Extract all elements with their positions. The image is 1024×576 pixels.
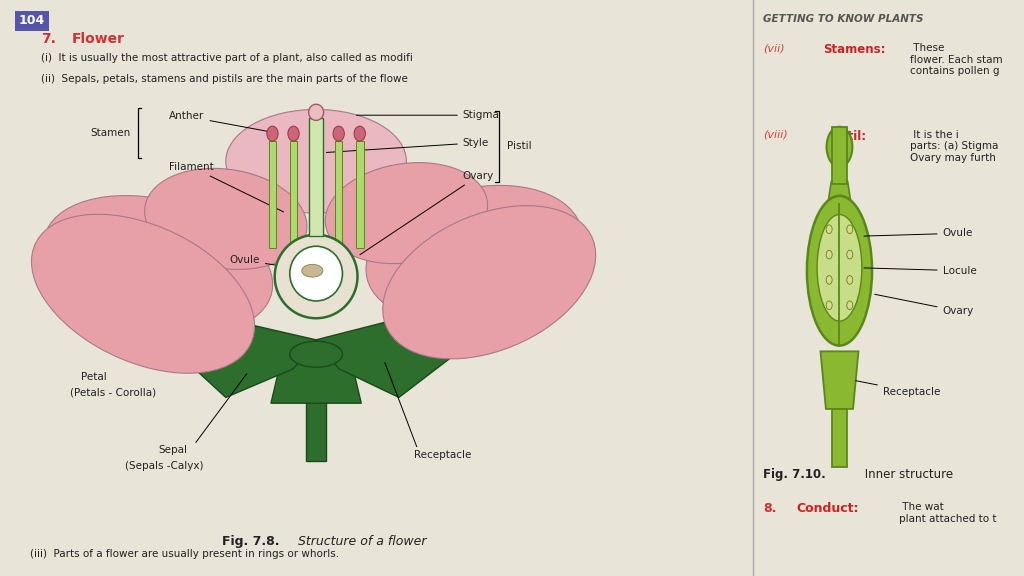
Text: (Sepals -Calyx): (Sepals -Calyx) <box>125 461 204 471</box>
Text: Ovary: Ovary <box>359 170 495 255</box>
Text: Locule: Locule <box>864 266 976 276</box>
Polygon shape <box>309 118 323 236</box>
Ellipse shape <box>383 206 596 359</box>
Ellipse shape <box>274 235 357 318</box>
Ellipse shape <box>290 247 342 301</box>
Text: Structure of a flower: Structure of a flower <box>294 535 426 548</box>
Ellipse shape <box>847 250 853 259</box>
Text: Pistil: Pistil <box>507 141 531 151</box>
Text: Stigma: Stigma <box>356 110 500 120</box>
Polygon shape <box>306 357 326 461</box>
Polygon shape <box>335 141 342 248</box>
Text: Stamen: Stamen <box>90 128 131 138</box>
Ellipse shape <box>826 127 852 167</box>
Ellipse shape <box>826 225 833 233</box>
Text: 104: 104 <box>18 14 45 28</box>
Text: Ovary: Ovary <box>874 294 974 316</box>
Text: Sepal: Sepal <box>159 445 187 454</box>
Text: 8.: 8. <box>764 502 777 516</box>
Ellipse shape <box>302 264 323 277</box>
Text: (viii): (viii) <box>764 130 788 139</box>
Text: Fig. 7.8.: Fig. 7.8. <box>222 535 280 548</box>
Text: (i)  It is usually the most attractive part of a plant, also called as modifi: (i) It is usually the most attractive pa… <box>41 53 414 63</box>
Text: (iii)  Parts of a flower are usually present in rings or whorls.: (iii) Parts of a flower are usually pres… <box>30 549 339 559</box>
Text: GETTING TO KNOW PLANTS: GETTING TO KNOW PLANTS <box>764 14 924 24</box>
Ellipse shape <box>817 214 862 321</box>
Text: (Petals - Corolla): (Petals - Corolla) <box>70 388 156 397</box>
Ellipse shape <box>308 104 324 120</box>
Text: Ovule: Ovule <box>864 228 973 238</box>
Polygon shape <box>826 181 853 216</box>
Text: Style: Style <box>327 138 489 153</box>
Ellipse shape <box>826 276 833 284</box>
Ellipse shape <box>354 126 366 141</box>
Ellipse shape <box>144 168 307 270</box>
Polygon shape <box>290 141 297 248</box>
Polygon shape <box>820 351 858 409</box>
Ellipse shape <box>807 196 872 346</box>
Ellipse shape <box>366 185 583 321</box>
Text: (ii)  Sepals, petals, stamens and pistils are the main parts of the flowe: (ii) Sepals, petals, stamens and pistils… <box>41 74 409 84</box>
Ellipse shape <box>32 214 255 373</box>
Ellipse shape <box>847 225 853 233</box>
Text: Anther: Anther <box>169 111 278 133</box>
Text: Inner structure: Inner structure <box>861 468 953 481</box>
Text: Conduct:: Conduct: <box>796 502 858 516</box>
Polygon shape <box>356 141 364 248</box>
Polygon shape <box>188 323 316 397</box>
Ellipse shape <box>288 126 299 141</box>
Text: The wat
plant attached to t: The wat plant attached to t <box>899 502 996 524</box>
Text: Petal: Petal <box>81 372 108 381</box>
Ellipse shape <box>826 250 833 259</box>
Polygon shape <box>271 340 361 403</box>
Text: 7.: 7. <box>41 32 56 46</box>
Polygon shape <box>831 127 847 184</box>
Ellipse shape <box>826 301 833 310</box>
Text: Ovule: Ovule <box>229 255 309 270</box>
Ellipse shape <box>333 126 344 141</box>
Ellipse shape <box>847 301 853 310</box>
Text: It is the i
parts: (a) Stigma
Ovary may furth: It is the i parts: (a) Stigma Ovary may … <box>910 130 998 163</box>
Text: These
flower. Each stam
contains pollen g: These flower. Each stam contains pollen … <box>910 43 1002 77</box>
Text: Pistil:: Pistil: <box>828 130 866 143</box>
Ellipse shape <box>326 162 487 264</box>
Text: Receptacle: Receptacle <box>856 381 940 397</box>
Text: Stamens:: Stamens: <box>823 43 886 56</box>
Ellipse shape <box>267 126 279 141</box>
Ellipse shape <box>225 109 407 213</box>
Polygon shape <box>831 409 847 467</box>
Text: Fig. 7.10.: Fig. 7.10. <box>764 468 826 481</box>
Polygon shape <box>268 141 276 248</box>
Text: Receptacle: Receptacle <box>414 450 471 460</box>
Ellipse shape <box>43 196 272 334</box>
Text: Filament: Filament <box>169 162 284 212</box>
Text: (vii): (vii) <box>764 43 785 53</box>
Ellipse shape <box>290 341 342 367</box>
Polygon shape <box>316 317 459 397</box>
Ellipse shape <box>847 276 853 284</box>
Text: Flower: Flower <box>72 32 125 46</box>
